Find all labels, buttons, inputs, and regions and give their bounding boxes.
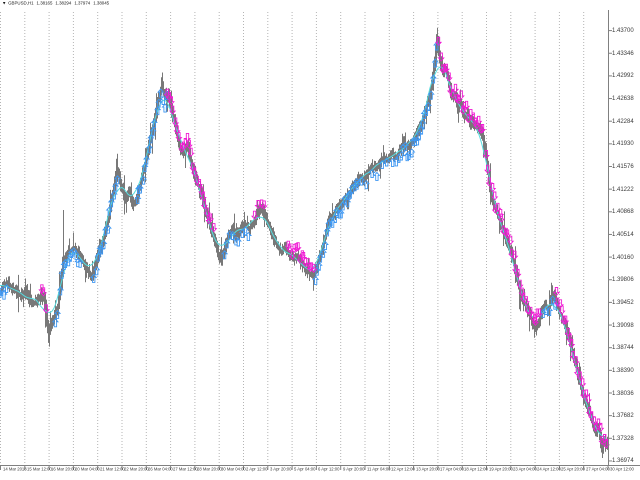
ohlc-open-value: 1.38165 — [36, 1, 53, 6]
ohlc-close-value: 1.38045 — [93, 1, 110, 6]
time-axis-label: 18 Apr 12:00 — [464, 467, 489, 472]
price-axis-label: 1.40160 — [612, 253, 634, 261]
time-axis-label: 13 Apr 20:00 — [415, 467, 440, 472]
price-axis-label: 1.41576 — [612, 163, 634, 170]
price-axis-label: 1.38390 — [612, 366, 634, 374]
price-axis-label: 1.42992 — [612, 72, 634, 79]
time-axis-label: 20 Mar 04:00 — [75, 467, 101, 472]
price-axis-label: 1.39098 — [612, 321, 634, 329]
price-axis-label: 1.39806 — [612, 276, 634, 283]
price-axis-label: 1.38036 — [612, 389, 634, 397]
ohlc-high-value: 1.38294 — [55, 1, 72, 6]
time-axis-label: 2 Apr 12:00 — [245, 467, 267, 472]
time-axis-label: 19 Apr 20:00 — [488, 467, 513, 472]
time-axis-label: 25 Apr 20:00 — [561, 467, 586, 472]
price-axis-label: 1.37328 — [612, 434, 634, 442]
price-axis[interactable]: 1.43700 1.43346 1.42992 1.42638 1.42284 1.419… — [608, 0, 640, 465]
time-axis-label: 12 Apr 12:00 — [391, 467, 416, 472]
price-axis-label: 1.42284 — [612, 117, 634, 125]
price-axis-label: 1.37682 — [612, 412, 634, 419]
price-axis-label: 1.36974 — [612, 457, 634, 465]
chart-symbol-label: GBPUSD,H1 — [8, 1, 34, 6]
chart-info-overlay: ▼ GBPUSD,H1 1.38165 1.38294 1.37974 1.380… — [2, 1, 111, 6]
time-axis-label: 21 Mar 12:00 — [99, 467, 125, 472]
price-axis-label: 1.41222 — [612, 185, 634, 193]
price-axis-label: 1.39452 — [612, 298, 634, 306]
price-axis-label: 1.40514 — [612, 230, 634, 238]
time-axis-label: 15 Mar 12:00 — [26, 467, 52, 472]
price-axis-label: 1.43346 — [612, 49, 634, 57]
time-axis-label: 23 Apr 04:00 — [512, 467, 537, 472]
time-axis-label: 30 Mar 04:00 — [221, 467, 246, 472]
time-axis-label: 17 Apr 04:00 — [439, 467, 464, 472]
price-axis-label: 1.41930 — [612, 140, 634, 147]
time-axis-label: 27 Mar 12:00 — [172, 467, 198, 472]
time-axis-label: 9 Apr 20:00 — [342, 467, 365, 472]
time-axis-label: 22 Mar 20:00 — [124, 467, 149, 472]
time-axis-label: 24 Apr 12:00 — [537, 467, 561, 472]
up-signal-arrows — [0, 41, 559, 328]
time-axis-label: 27 Apr 04:00 — [585, 467, 610, 472]
time-axis-label: 28 Mar 20:00 — [196, 467, 222, 472]
down-signal-arrows — [38, 36, 610, 449]
ma-line — [0, 66, 607, 440]
price-axis-label: 1.42638 — [612, 95, 634, 102]
quick-trade-icon[interactable]: ▼ — [2, 1, 7, 6]
time-axis-label: 11 Apr 04:00 — [367, 467, 391, 472]
price-axis-label: 1.40868 — [612, 208, 634, 215]
price-axis-label: 1.38744 — [612, 344, 634, 351]
time-axis-label: 26 Mar 04:00 — [148, 467, 174, 472]
time-axis-label: 6 Apr 12:00 — [318, 467, 340, 472]
price-bars — [1, 28, 608, 458]
ohlc-low-value: 1.37974 — [74, 1, 91, 6]
time-axis[interactable]: 14 Mar 2018 15 Mar 12:00 16 Mar 20:00 20 Ma… — [0, 465, 640, 480]
price-axis-label: 1.43700 — [612, 27, 634, 34]
time-axis-label: 16 Mar 20:00 — [51, 467, 76, 472]
time-axis-label: 30 Apr 12:00 — [610, 467, 634, 472]
time-axis-label: 14 Mar 2018 — [2, 467, 27, 472]
time-axis-label: 5 Apr 04:00 — [294, 467, 316, 472]
time-axis-label: 3 Apr 20:00 — [269, 467, 292, 472]
